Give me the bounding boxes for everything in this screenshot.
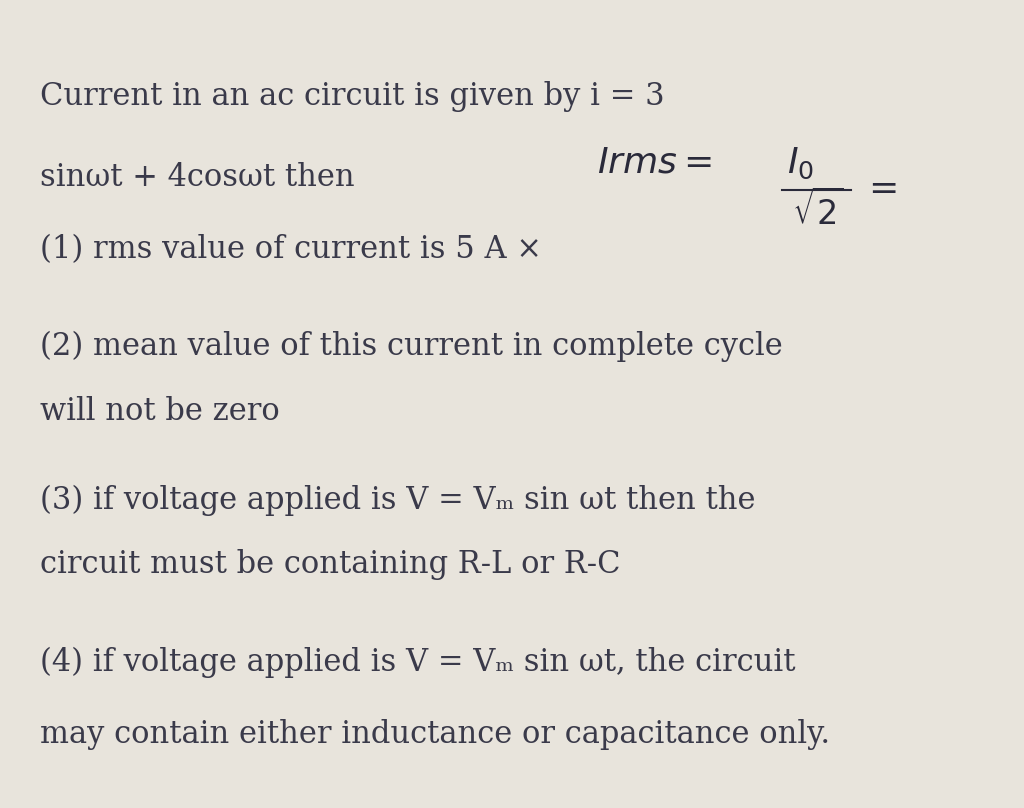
Text: Current in an ac circuit is given by i = 3: Current in an ac circuit is given by i =… <box>40 81 665 112</box>
Text: will not be zero: will not be zero <box>40 396 280 427</box>
Text: sinωt + 4cosωt then: sinωt + 4cosωt then <box>40 162 354 192</box>
Text: (3) if voltage applied is V = Vₘ sin ωt then the: (3) if voltage applied is V = Vₘ sin ωt … <box>40 485 756 516</box>
Text: (1) rms value of current is 5 A ×: (1) rms value of current is 5 A × <box>40 234 542 265</box>
Text: may contain either inductance or capacitance only.: may contain either inductance or capacit… <box>40 719 830 750</box>
Text: $=$: $=$ <box>861 170 897 204</box>
Text: $\mathit{I}_0$: $\mathit{I}_0$ <box>786 145 814 181</box>
Text: $\sqrt{2}$: $\sqrt{2}$ <box>792 190 843 232</box>
Text: circuit must be containing R-L or R-C: circuit must be containing R-L or R-C <box>40 549 621 580</box>
Text: (4) if voltage applied is V = Vₘ sin ωt, the circuit: (4) if voltage applied is V = Vₘ sin ωt,… <box>40 646 796 678</box>
Text: $\mathit{I}$$\mathit{rms}$$=$: $\mathit{I}$$\mathit{rms}$$=$ <box>597 145 713 179</box>
Text: (2) mean value of this current in complete cycle: (2) mean value of this current in comple… <box>40 331 782 363</box>
